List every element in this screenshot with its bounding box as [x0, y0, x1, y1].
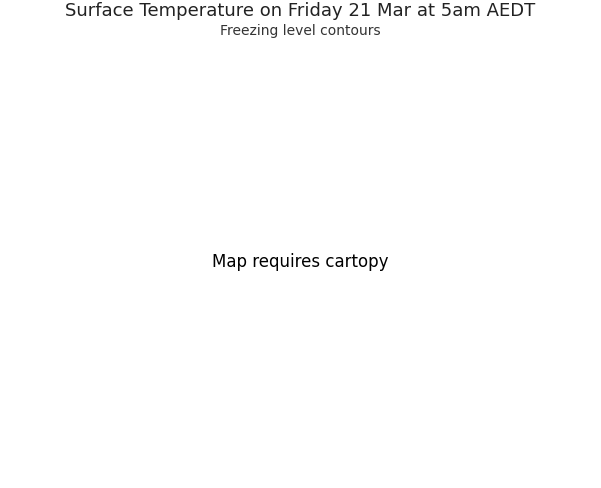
- Text: Map requires cartopy: Map requires cartopy: [212, 253, 389, 270]
- Text: Freezing level contours: Freezing level contours: [220, 24, 381, 38]
- Text: Surface Temperature on Friday 21 Mar at 5am AEDT: Surface Temperature on Friday 21 Mar at …: [66, 2, 535, 20]
